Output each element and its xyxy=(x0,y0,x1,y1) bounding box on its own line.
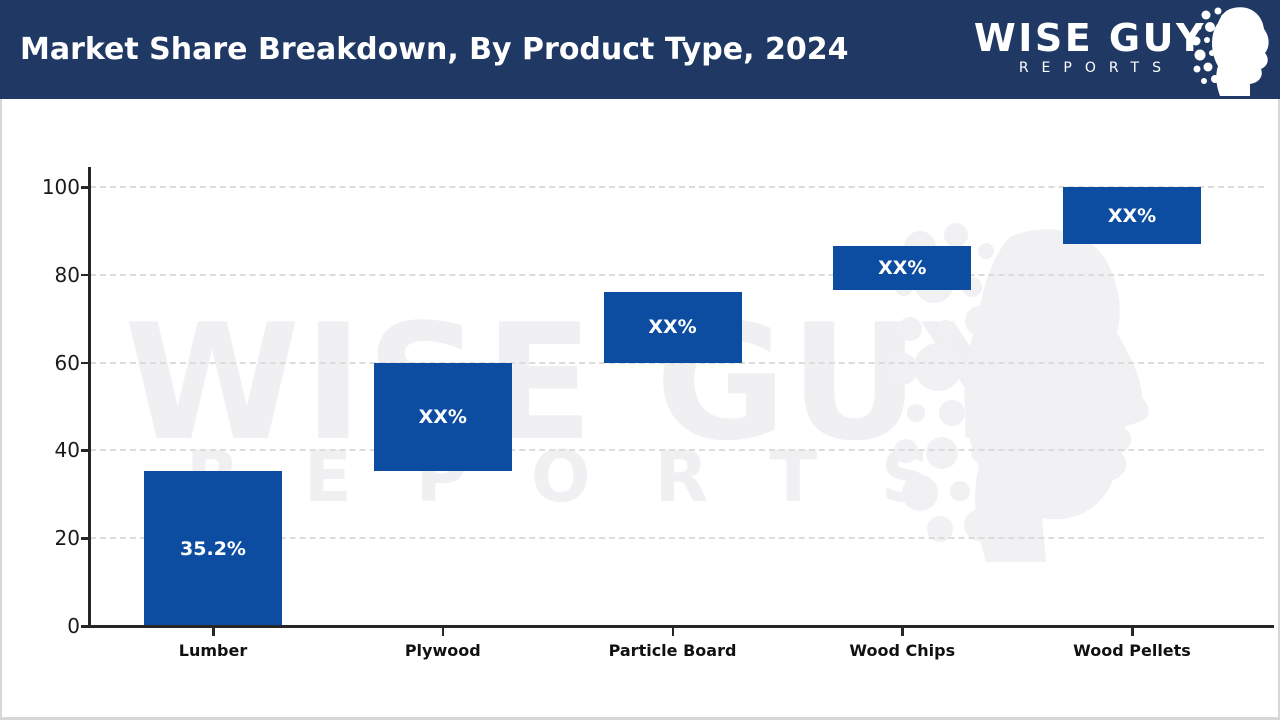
x-tick xyxy=(441,627,445,636)
bar xyxy=(144,471,282,626)
watermark-wordmark: WISE GUY xyxy=(124,289,1042,476)
x-axis-label: Particle Board xyxy=(608,641,737,660)
header: Market Share Breakdown, By Product Type,… xyxy=(0,0,1280,99)
x-tick xyxy=(901,627,904,636)
chart-area: WISE GUY REPORTS 0 20 40 60 80 100 35.2% L xyxy=(0,99,1280,720)
page-title: Market Share Breakdown, By Product Type,… xyxy=(20,32,849,67)
y-tick-label: 40 xyxy=(54,438,80,463)
watermark-head-icon xyxy=(890,223,1149,562)
bar xyxy=(373,362,512,472)
logo-wordmark: WISE GUY xyxy=(973,16,1206,60)
logo-subtext: REPORTS xyxy=(1018,60,1174,76)
x-tick xyxy=(212,627,215,636)
gridline xyxy=(90,273,1264,276)
gridline xyxy=(90,186,1264,188)
x-axis-label: Wood Chips xyxy=(849,641,956,660)
x-axis-label: Lumber xyxy=(178,641,248,660)
bar-value-label: XX% xyxy=(1107,204,1157,227)
bar xyxy=(1063,187,1201,245)
bar-value-label: 35.2% xyxy=(180,537,246,560)
y-tick-label: 100 xyxy=(41,175,80,199)
bar xyxy=(603,292,742,363)
plot-area: 0 20 40 60 80 100 35.2% Lumber XX% Plywood XX% Part… xyxy=(2,99,1280,720)
x-tick xyxy=(671,627,674,636)
y-tick-label: 60 xyxy=(54,350,80,375)
bar xyxy=(833,246,972,291)
y-axis-line xyxy=(88,167,91,627)
x-axis-line xyxy=(88,625,1274,628)
bar-value-label: XX% xyxy=(418,406,467,429)
y-tick xyxy=(81,537,89,540)
bar-value-label: XX% xyxy=(878,257,927,280)
y-tick xyxy=(81,361,89,365)
gridline xyxy=(90,537,1264,540)
x-axis-label: Plywood xyxy=(404,641,481,660)
logo-head-icon xyxy=(1191,7,1269,96)
y-tick-label: 0 xyxy=(67,614,80,638)
bar-value-label: XX% xyxy=(648,316,697,339)
x-tick xyxy=(1131,627,1134,636)
gridline xyxy=(90,449,1264,452)
y-tick-label: 20 xyxy=(54,526,80,551)
y-tick xyxy=(81,625,89,628)
logo-text: WISE GUY REPORTS xyxy=(974,18,1206,76)
watermark-subtext: REPORTS xyxy=(186,436,996,518)
x-axis-label: Wood Pellets xyxy=(1073,641,1191,660)
y-tick xyxy=(81,186,89,189)
gridline xyxy=(90,361,1264,364)
y-tick xyxy=(81,449,89,452)
wiseguy-logo: WISE GUY REPORTS xyxy=(974,0,1272,99)
y-tick-label: 80 xyxy=(54,262,80,287)
y-tick xyxy=(81,273,89,277)
